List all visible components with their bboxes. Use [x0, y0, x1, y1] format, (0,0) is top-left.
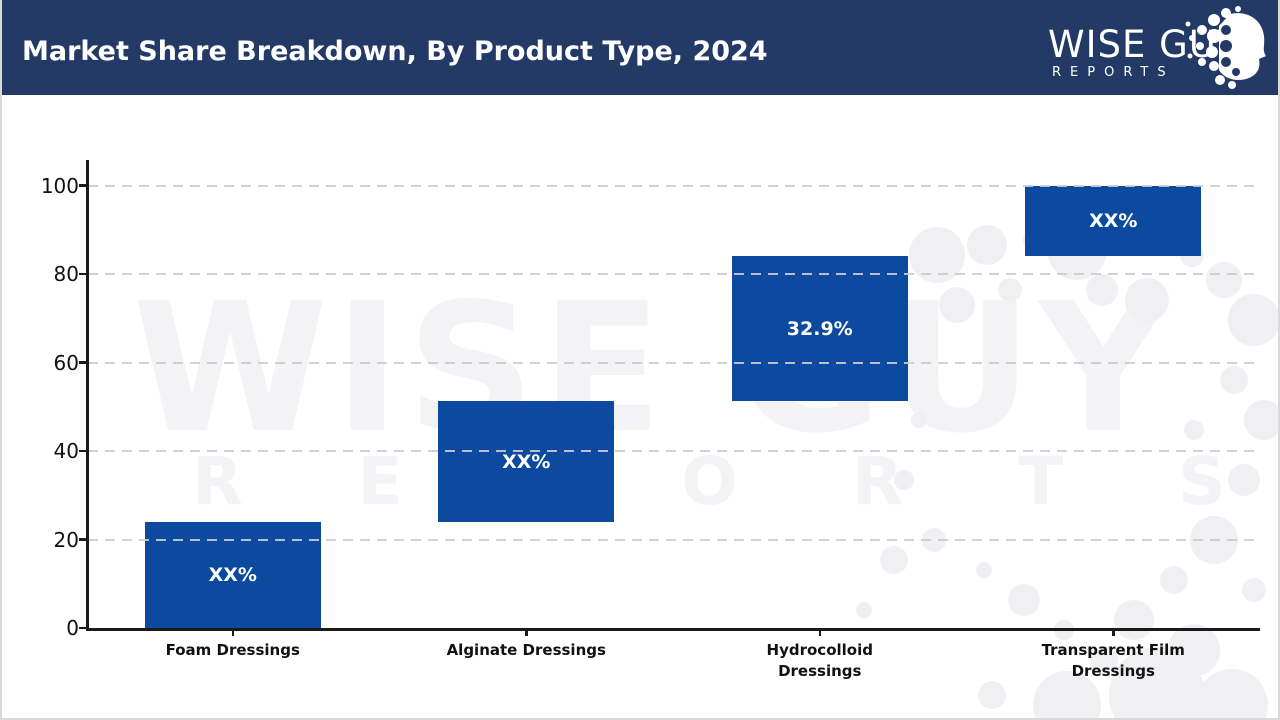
y-tick-label: 60 [53, 350, 79, 375]
grid-line [88, 361, 1260, 364]
y-tick-label: 100 [40, 173, 79, 198]
y-tick-label: 0 [66, 616, 79, 640]
bar-segment [731, 255, 908, 402]
logo-subtitle: REPORTS [1052, 65, 1175, 80]
x-tick-label: Hydrocolloid Dressings [766, 641, 873, 680]
grid-line [88, 273, 1260, 275]
wise-guy-reports-logo: WISE GUY REPORTS [1020, 6, 1270, 90]
y-tick-mark [79, 449, 86, 453]
grid-line [88, 184, 1260, 187]
y-tick-mark [79, 626, 86, 630]
bar-segment [438, 401, 615, 523]
x-tick-mark [1112, 630, 1115, 636]
y-tick-mark [79, 272, 86, 276]
x-tick-mark [525, 630, 528, 636]
dotted-head-icon [1185, 6, 1266, 89]
grid-line [88, 450, 1260, 452]
chart-area: WISE GUY R E P O R T S [2, 95, 1278, 718]
x-tick-label: Transparent Film Dressings [1041, 641, 1185, 680]
y-tick-mark [79, 361, 86, 364]
grid-line [88, 538, 1260, 541]
y-axis-line [86, 160, 89, 628]
logo-wordmark: WISE GUY [1048, 23, 1241, 66]
x-tick-label: Foam Dressings [165, 641, 300, 659]
x-tick-mark [818, 630, 821, 636]
watermark-subtitle: R E P O R T S [192, 443, 1272, 520]
x-tick-label: Alginate Dressings [446, 641, 606, 659]
watermark-wordmark: WISE GUY [132, 265, 1174, 472]
bar-value-label: XX% [1089, 209, 1138, 232]
y-tick-label: 20 [53, 527, 79, 552]
chart-title: Market Share Breakdown, By Product Type,… [22, 36, 768, 67]
y-tick-mark [79, 538, 86, 541]
header: Market Share Breakdown, By Product Type,… [2, 0, 1278, 95]
y-tick-label: 80 [53, 262, 79, 286]
logo-text: WISE GUY REPORTS [1048, 26, 1240, 80]
x-axis-line [86, 628, 1260, 631]
y-tick-mark [79, 184, 86, 187]
y-tick-label: 40 [53, 439, 79, 463]
bar-value-label: 32.9% [786, 317, 853, 340]
bar-value-label: XX% [208, 564, 257, 587]
x-tick-mark [231, 630, 234, 636]
bar-value-label: XX% [502, 450, 551, 473]
